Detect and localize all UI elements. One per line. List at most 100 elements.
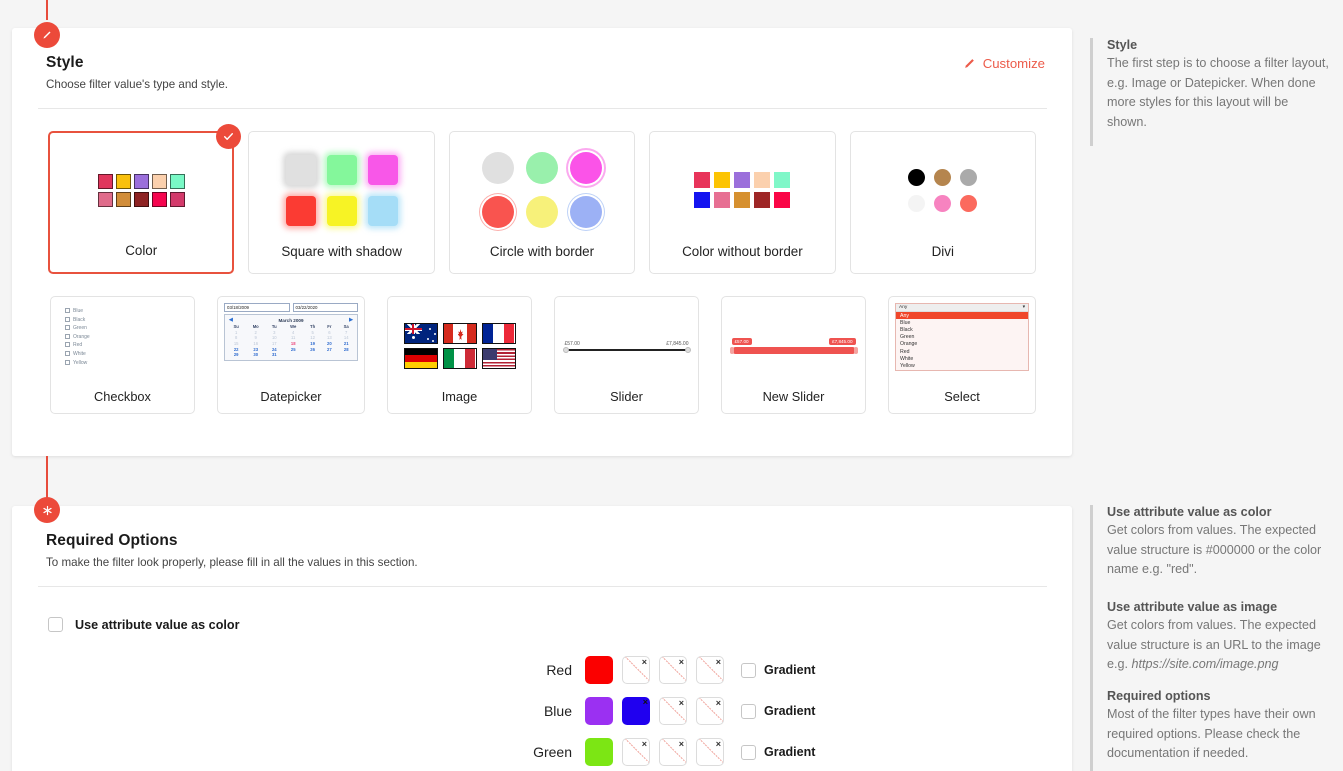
required-options-title: Required Options bbox=[46, 532, 178, 549]
new-slider-knob-max bbox=[853, 347, 858, 354]
help-body: Get colors from values. The expected val… bbox=[1107, 523, 1322, 577]
color-swatch-empty[interactable]: × bbox=[622, 656, 650, 684]
style-card-label: Square with shadow bbox=[281, 244, 402, 259]
style-cards-row: Color Square with shadow bbox=[12, 109, 1072, 274]
customize-button[interactable]: Customize bbox=[963, 56, 1045, 71]
gradient-label: Gradient bbox=[764, 704, 816, 718]
layout-card-new-slider[interactable]: £57.00 £7,845.00 New Slider bbox=[721, 296, 866, 414]
select-option[interactable]: White bbox=[900, 355, 914, 362]
step-rail-top bbox=[46, 0, 48, 20]
style-card-label: Color bbox=[125, 243, 158, 258]
layout-cards-row: Blue Black Green Orange Red White Yellow… bbox=[12, 274, 1072, 414]
style-card-preview bbox=[249, 132, 433, 244]
flag-canada-icon bbox=[442, 323, 477, 344]
layout-card-checkbox[interactable]: Blue Black Green Orange Red White Yellow… bbox=[50, 296, 195, 414]
customize-label: Customize bbox=[982, 56, 1045, 71]
layout-card-select[interactable]: Any ▾ Any Blue Black Green Orange Red Wh… bbox=[888, 296, 1036, 414]
weekday: Fr bbox=[327, 324, 332, 330]
help-body-url: https://site.com/image.png bbox=[1131, 657, 1279, 672]
layout-card-image[interactable]: Image bbox=[387, 296, 532, 414]
clear-swatch-icon[interactable]: × bbox=[715, 698, 721, 708]
flag-germany-icon bbox=[403, 348, 438, 369]
clear-swatch-icon[interactable]: × bbox=[641, 657, 647, 667]
use-attribute-value-as-color-checkbox[interactable] bbox=[48, 617, 63, 632]
checkbox-option: Blue bbox=[73, 308, 84, 314]
clear-swatch-icon[interactable]: × bbox=[678, 739, 684, 749]
color-swatch-empty[interactable]: × bbox=[696, 656, 724, 684]
required-options-panel: Required Options To make the filter look… bbox=[12, 506, 1072, 771]
help-block-attr-color: Use attribute value as color Get colors … bbox=[1090, 505, 1330, 600]
required-panel-header: Required Options To make the filter look… bbox=[12, 506, 1072, 569]
color-swatch-empty[interactable]: × bbox=[622, 738, 650, 766]
color-row-name: Red bbox=[546, 662, 572, 678]
color-swatch-empty[interactable]: × bbox=[659, 738, 687, 766]
style-card-label: Color without border bbox=[682, 244, 803, 259]
layout-preview-new-slider: £57.00 £7,845.00 bbox=[722, 297, 865, 389]
selected-check-badge bbox=[216, 124, 242, 149]
pencil-icon bbox=[43, 31, 51, 39]
gradient-checkbox[interactable] bbox=[741, 662, 756, 678]
weekday: We bbox=[290, 324, 297, 330]
color-swatch-filled[interactable] bbox=[585, 738, 613, 766]
gradient-checkbox[interactable] bbox=[741, 703, 756, 719]
help-body-image: Get colors from values. The expected val… bbox=[1107, 616, 1330, 675]
color-swatch-empty[interactable]: × bbox=[696, 697, 724, 725]
clear-swatch-icon[interactable]: × bbox=[678, 698, 684, 708]
layout-card-label: Image bbox=[441, 389, 478, 404]
gradient-label: Gradient bbox=[764, 745, 816, 759]
color-swatch-filled[interactable]: × bbox=[622, 697, 650, 725]
slider-knob-min bbox=[562, 347, 569, 353]
select-option[interactable]: Orange bbox=[900, 341, 918, 348]
clear-swatch-icon[interactable]: × bbox=[641, 739, 647, 749]
help-body: The first step is to choose a filter lay… bbox=[1107, 56, 1329, 129]
color-swatch-filled[interactable] bbox=[585, 697, 613, 725]
clear-swatch-icon[interactable]: × bbox=[715, 739, 721, 749]
help-heading: Style bbox=[1107, 38, 1138, 52]
color-value-rows: Red × × × Gradient Blue × × bbox=[48, 656, 1036, 766]
style-card-color-without-border[interactable]: Color without border bbox=[649, 131, 836, 274]
select-option[interactable]: Blue bbox=[900, 319, 911, 326]
step-badge-style bbox=[34, 22, 60, 48]
select-option[interactable]: Yellow bbox=[900, 362, 915, 369]
select-option[interactable]: Green bbox=[900, 334, 915, 341]
select-option[interactable]: Red bbox=[900, 348, 910, 355]
style-card-color[interactable]: Color bbox=[48, 124, 242, 274]
use-attribute-value-as-color-row: Use attribute value as color bbox=[48, 617, 1036, 632]
checkbox-option: Yellow bbox=[73, 359, 88, 366]
step-badge-required-options bbox=[34, 497, 60, 523]
flag-united-states-icon bbox=[481, 348, 516, 369]
square-shadow-grid bbox=[285, 154, 398, 226]
flag-italy-icon bbox=[442, 348, 477, 369]
style-card-preview bbox=[851, 132, 1035, 244]
color-swatch-filled[interactable] bbox=[585, 656, 613, 684]
clear-swatch-icon[interactable]: × bbox=[715, 657, 721, 667]
color-swatch-empty[interactable]: × bbox=[659, 656, 687, 684]
help-block-style: Style The first step is to choose a filt… bbox=[1090, 38, 1330, 146]
help-heading: Required options bbox=[1107, 689, 1211, 703]
layout-card-slider[interactable]: £57.00 £7,845.00 Slider bbox=[554, 296, 699, 414]
style-card-square-with-shadow[interactable]: Square with shadow bbox=[248, 131, 435, 274]
layout-card-label: Slider bbox=[610, 389, 643, 404]
select-option[interactable]: Black bbox=[900, 326, 913, 333]
gradient-checkbox[interactable] bbox=[741, 744, 756, 760]
checkbox-option: Green bbox=[73, 325, 87, 332]
select-option[interactable]: Any bbox=[896, 312, 1028, 320]
layout-card-datepicker[interactable]: 03/18/2009 03/22/2020 ◀ March 2009 ▶ bbox=[217, 296, 365, 414]
slider-mini: £57.00 £7,845.00 bbox=[562, 341, 691, 353]
color-swatch-empty[interactable]: × bbox=[659, 697, 687, 725]
table-row: Green × × × Gradient bbox=[48, 738, 1036, 766]
style-card-circle-with-border[interactable]: Circle with border bbox=[448, 131, 636, 274]
style-panel: Style Choose filter value's type and sty… bbox=[12, 28, 1072, 456]
color-swatch-empty[interactable]: × bbox=[696, 738, 724, 766]
next-month-icon: ▶ bbox=[349, 317, 353, 323]
style-card-divi[interactable]: Divi bbox=[849, 131, 1036, 274]
help-heading: Use attribute value as color bbox=[1107, 505, 1272, 519]
help-heading: Use attribute value as image bbox=[1107, 600, 1278, 614]
checkbox-option: Red bbox=[73, 342, 83, 349]
divi-dot-grid bbox=[908, 168, 978, 212]
clear-swatch-icon[interactable]: × bbox=[678, 657, 684, 667]
help-block-attr-image: Use attribute value as image Get colors … bbox=[1090, 600, 1330, 695]
clear-swatch-icon[interactable]: × bbox=[642, 697, 648, 707]
